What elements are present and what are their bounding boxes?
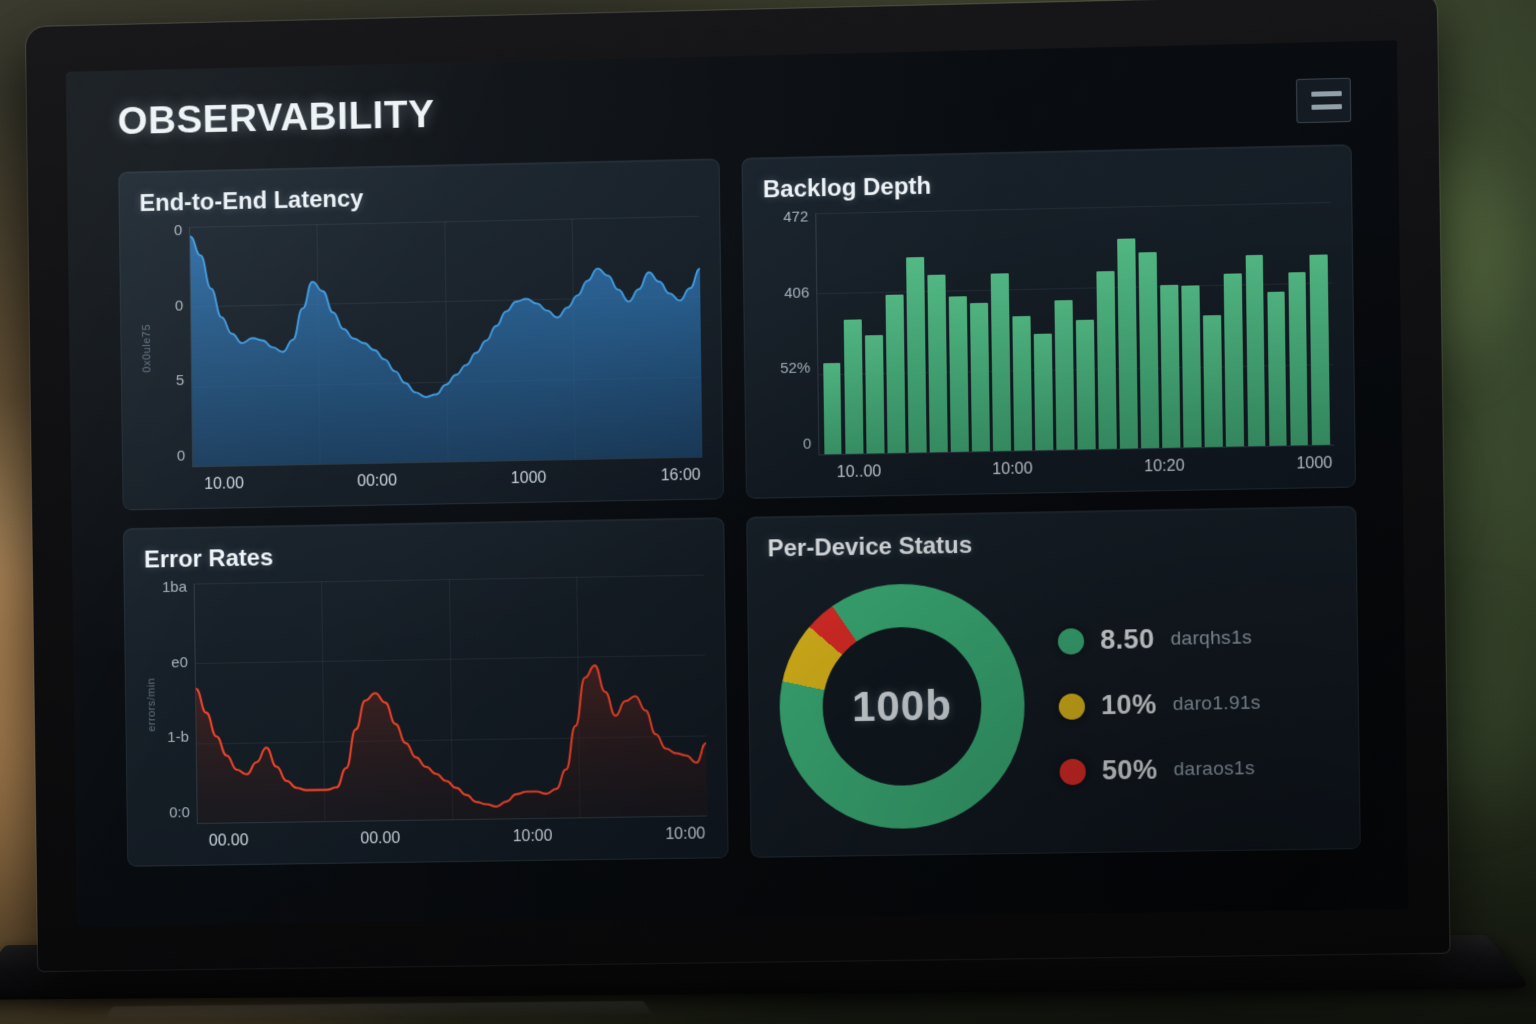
panel-title-errors: Error Rates [143,544,274,574]
latency-y-axis-title: 0x0ule75 [140,323,154,373]
devices-body: 100b 8.50 darqhs1s [768,563,1339,842]
y-tick: 0:0 [169,804,190,822]
device-status-legend: 8.50 darqhs1s 10% daro1.91s [1057,616,1262,787]
panel-title-latency: End-to-End Latency [139,185,364,218]
bar[interactable] [1181,285,1202,448]
x-tick: 00.00 [208,832,249,850]
y-tick: 1ba [161,578,187,597]
latency-series [190,216,703,467]
page-title: OBSERVABILITY [117,92,435,144]
bar[interactable] [948,295,969,452]
legend-item[interactable]: 10% daro1.91s [1058,688,1261,722]
y-tick: 0 [173,222,183,240]
bar[interactable] [905,257,927,453]
bar[interactable] [1160,284,1181,448]
bar[interactable] [1309,254,1330,446]
errors-y-ticks: 1ba e0 1-b 0:0 [160,579,197,825]
x-tick: 10:00 [512,827,553,846]
y-tick: 472 [783,208,809,226]
device-status-donut[interactable]: 100b [778,581,1027,830]
x-tick: 10.00 [204,475,244,493]
backlog-plot: 472 406 52% 0 [763,202,1335,456]
legend-label: daraos1s [1173,757,1256,780]
latency-plot-area [189,215,703,468]
y-tick: 0 [802,435,812,453]
backlog-bars [816,202,1334,455]
x-tick: 00.00 [360,829,401,848]
panel-grid: End-to-End Latency 0x0ule75 0 0 5 0 [118,144,1361,867]
bar[interactable] [1138,252,1160,449]
y-tick: 5 [175,372,185,390]
laptop-lid: OBSERVABILITY End-to-End Latency 0x0ule7… [25,0,1450,972]
legend-label: daro1.91s [1172,692,1261,715]
panel-latency: End-to-End Latency 0x0ule75 0 0 5 0 [118,158,724,511]
errors-y-axis-title: errors/min [145,677,159,732]
bar[interactable] [885,294,906,454]
x-tick: 10..00 [836,463,882,482]
x-tick: 00:00 [357,472,398,491]
menu-icon-bar [1311,104,1342,110]
y-tick: 0 [176,447,186,465]
panel-backlog: Backlog Depth 472 406 52% 0 [741,144,1357,499]
backlog-plot-area [815,202,1335,456]
legend-dot-critical [1059,758,1086,785]
legend-item[interactable]: 8.50 darqhs1s [1057,622,1260,657]
bar[interactable] [864,334,885,454]
laptop-screen: OBSERVABILITY End-to-End Latency 0x0ule7… [65,40,1409,927]
legend-label: darqhs1s [1170,626,1253,650]
bar[interactable] [843,319,863,454]
dashboard-header: OBSERVABILITY [117,72,1352,150]
y-tick: 1-b [167,729,189,747]
x-tick: 10:20 [1143,457,1185,476]
bar[interactable] [990,272,1011,452]
y-tick: e0 [171,653,188,672]
legend-value: 10% [1100,689,1157,721]
y-tick: 0 [174,297,184,315]
y-tick: 406 [784,284,810,302]
x-tick: 16:00 [660,466,701,485]
bar[interactable] [1033,333,1054,451]
legend-dot-warning [1058,692,1086,720]
donut-center-label: 100b [851,680,953,730]
legend-item[interactable]: 50% daraos1s [1059,753,1261,787]
x-tick: 1000 [510,469,547,488]
backlog-y-ticks: 472 406 52% 0 [763,208,818,456]
bar[interactable] [1203,314,1224,448]
list-menu-icon[interactable] [1295,77,1352,124]
bar[interactable] [1266,291,1288,446]
donut-hole: 100b [821,625,983,787]
errors-plot: errors/min 1ba e0 1-b 0:0 [144,574,708,825]
laptop-keyboard [103,1000,654,1022]
bar[interactable] [1012,315,1033,451]
bar[interactable] [927,274,948,453]
bar[interactable] [1054,299,1075,450]
bar[interactable] [1076,319,1096,450]
panel-errors: Error Rates errors/min 1ba e0 1-b 0:0 [122,517,729,867]
bar[interactable] [1224,272,1245,447]
legend-value: 50% [1101,754,1158,786]
menu-icon-bar [1311,90,1342,97]
latency-plot: 0x0ule75 0 0 5 0 [140,215,703,468]
legend-value: 8.50 [1100,623,1155,655]
panel-devices: Per-Device Status 100b [746,505,1361,858]
errors-series [195,575,707,823]
bar[interactable] [1117,238,1139,449]
x-tick: 10:00 [665,825,706,844]
latency-y-ticks: 0 0 5 0 [155,222,192,468]
bar[interactable] [822,363,842,455]
x-tick: 1000 [1296,454,1333,473]
bar[interactable] [1245,254,1266,447]
legend-dot-healthy [1057,627,1085,655]
bar[interactable] [969,302,990,452]
y-tick: 52% [780,359,811,378]
bar[interactable] [1287,271,1309,446]
x-tick: 10:00 [992,460,1033,479]
errors-plot-area [193,574,708,824]
observability-dashboard: OBSERVABILITY End-to-End Latency 0x0ule7… [65,40,1409,927]
panel-title-devices: Per-Device Status [767,531,973,563]
panel-title-backlog: Backlog Depth [762,172,932,204]
bar[interactable] [1096,270,1117,450]
